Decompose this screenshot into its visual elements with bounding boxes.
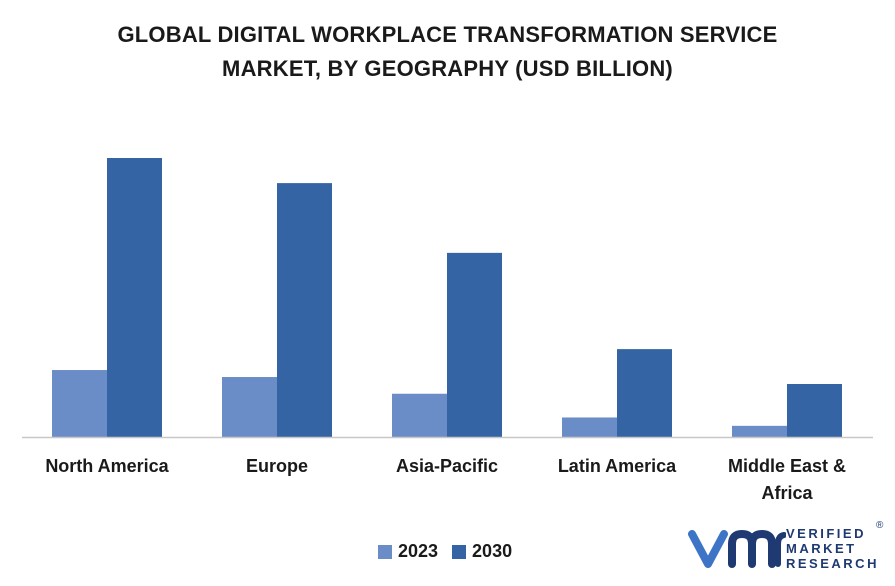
- logo-text: VERIFIED MARKET RESEARCH: [786, 526, 879, 571]
- legend: 2023 2030: [378, 541, 512, 562]
- bar-north-america-2023: [52, 370, 107, 437]
- legend-swatch-2030: [452, 544, 467, 559]
- bar-europe-2030: [277, 183, 332, 437]
- category-label-north-america: North America: [45, 456, 169, 476]
- legend-label-2023: 2023: [398, 541, 439, 561]
- legend-swatch-2023: [378, 544, 392, 559]
- logo-text-line-2: MARKET: [786, 541, 857, 556]
- bar-latin-america-2030: [617, 349, 672, 437]
- bar-latin-america-2023: [562, 417, 617, 437]
- bar-asia-pacific-2023: [392, 393, 447, 437]
- category-label-asia-pacific: Asia-Pacific: [395, 456, 499, 476]
- legend-label-2030: 2030: [472, 541, 513, 561]
- logo-text-line-3: RESEARCH: [786, 556, 879, 571]
- legend-item-2023: 2023: [378, 541, 438, 562]
- category-label-latin-america: Latin America: [557, 456, 677, 476]
- bar-europe-2023: [222, 377, 277, 437]
- category-label-middle-east-africa: Middle East & Africa: [727, 456, 847, 503]
- chart-title-line-2: MARKET, BY GEOGRAPHY (USD BILLION): [222, 56, 673, 81]
- bar-middle-east-africa-2030: [787, 383, 842, 437]
- vmr-logo-icon: [688, 529, 787, 568]
- logo-text-line-1: VERIFIED: [786, 526, 866, 541]
- chart-title-line-1: GLOBAL DIGITAL WORKPLACE TRANSFORMATION …: [117, 22, 778, 47]
- chart-title: GLOBAL DIGITAL WORKPLACE TRANSFORMATION …: [0, 18, 895, 86]
- bar-north-america-2030: [107, 158, 162, 437]
- legend-item-2030: 2030: [452, 541, 512, 562]
- category-label-europe: Europe: [245, 456, 308, 476]
- bar-asia-pacific-2030: [447, 252, 502, 437]
- registered-mark: ®: [876, 520, 884, 531]
- verified-market-research-logo: VERIFIED MARKET RESEARCH ®: [688, 520, 888, 576]
- bar-middle-east-africa-2023: [732, 425, 787, 437]
